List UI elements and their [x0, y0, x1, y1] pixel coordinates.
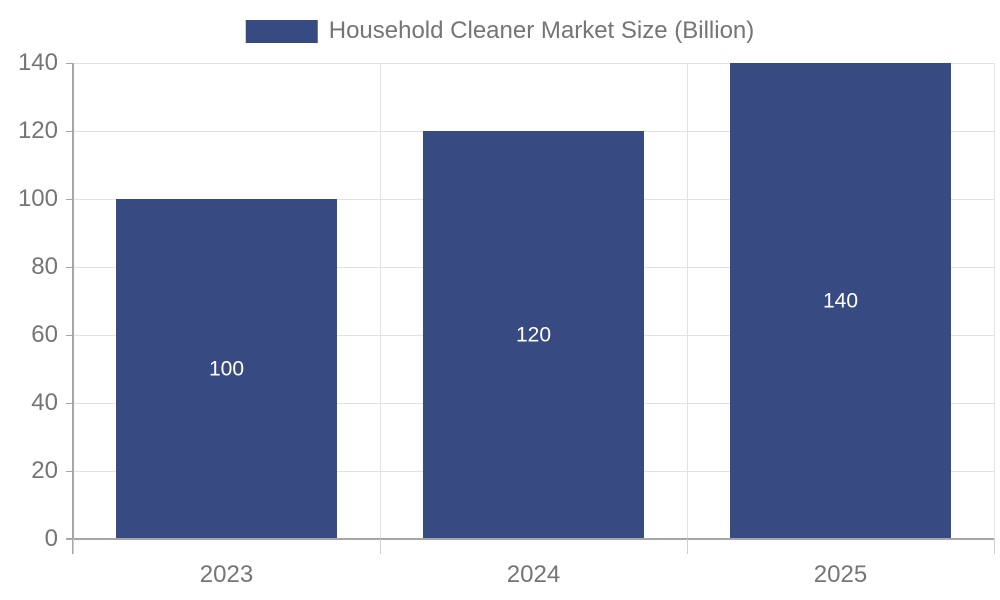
legend-swatch-icon [245, 19, 318, 43]
bar-value-label: 120 [515, 323, 552, 347]
y-gridline [73, 62, 994, 64]
y-tick-label: 140 [17, 49, 58, 76]
x-axis-tick [72, 539, 74, 554]
y-axis-tick [66, 334, 73, 336]
y-axis-tick [66, 130, 73, 132]
y-tick-label: 120 [17, 117, 58, 144]
bar-2024[interactable] [423, 131, 644, 539]
x-axis-tick [686, 539, 688, 554]
y-tick-label: 40 [31, 389, 58, 416]
y-axis-tick [66, 198, 73, 200]
y-tick-label: 0 [44, 525, 58, 552]
bar-2025[interactable] [730, 63, 951, 539]
y-axis-tick [66, 402, 73, 404]
x-tick-label: 2025 [813, 561, 868, 588]
legend-item[interactable]: Household Cleaner Market Size (Billion) [245, 17, 755, 44]
legend-label: Household Cleaner Market Size (Billion) [328, 17, 755, 44]
x-tick-label: 2023 [199, 561, 254, 588]
y-axis-tick [66, 538, 73, 540]
x-tick-label: 2024 [506, 561, 561, 588]
y-tick-label: 20 [31, 457, 58, 484]
y-axis-tick [66, 266, 73, 268]
y-tick-label: 100 [17, 185, 58, 212]
x-axis-tick [993, 539, 995, 554]
y-tick-label: 60 [31, 321, 58, 348]
y-axis-tick [66, 62, 73, 64]
bar-value-label: 140 [822, 289, 859, 313]
x-axis-line [66, 538, 994, 540]
y-axis-tick [66, 470, 73, 472]
x-gridline [686, 63, 688, 539]
y-tick-label: 80 [31, 253, 58, 280]
bar-value-label: 100 [208, 357, 245, 381]
x-gridline [379, 63, 381, 539]
y-axis-line [72, 63, 74, 554]
x-gridline [993, 63, 995, 539]
bar-2023[interactable] [116, 199, 337, 539]
x-axis-tick [379, 539, 381, 554]
